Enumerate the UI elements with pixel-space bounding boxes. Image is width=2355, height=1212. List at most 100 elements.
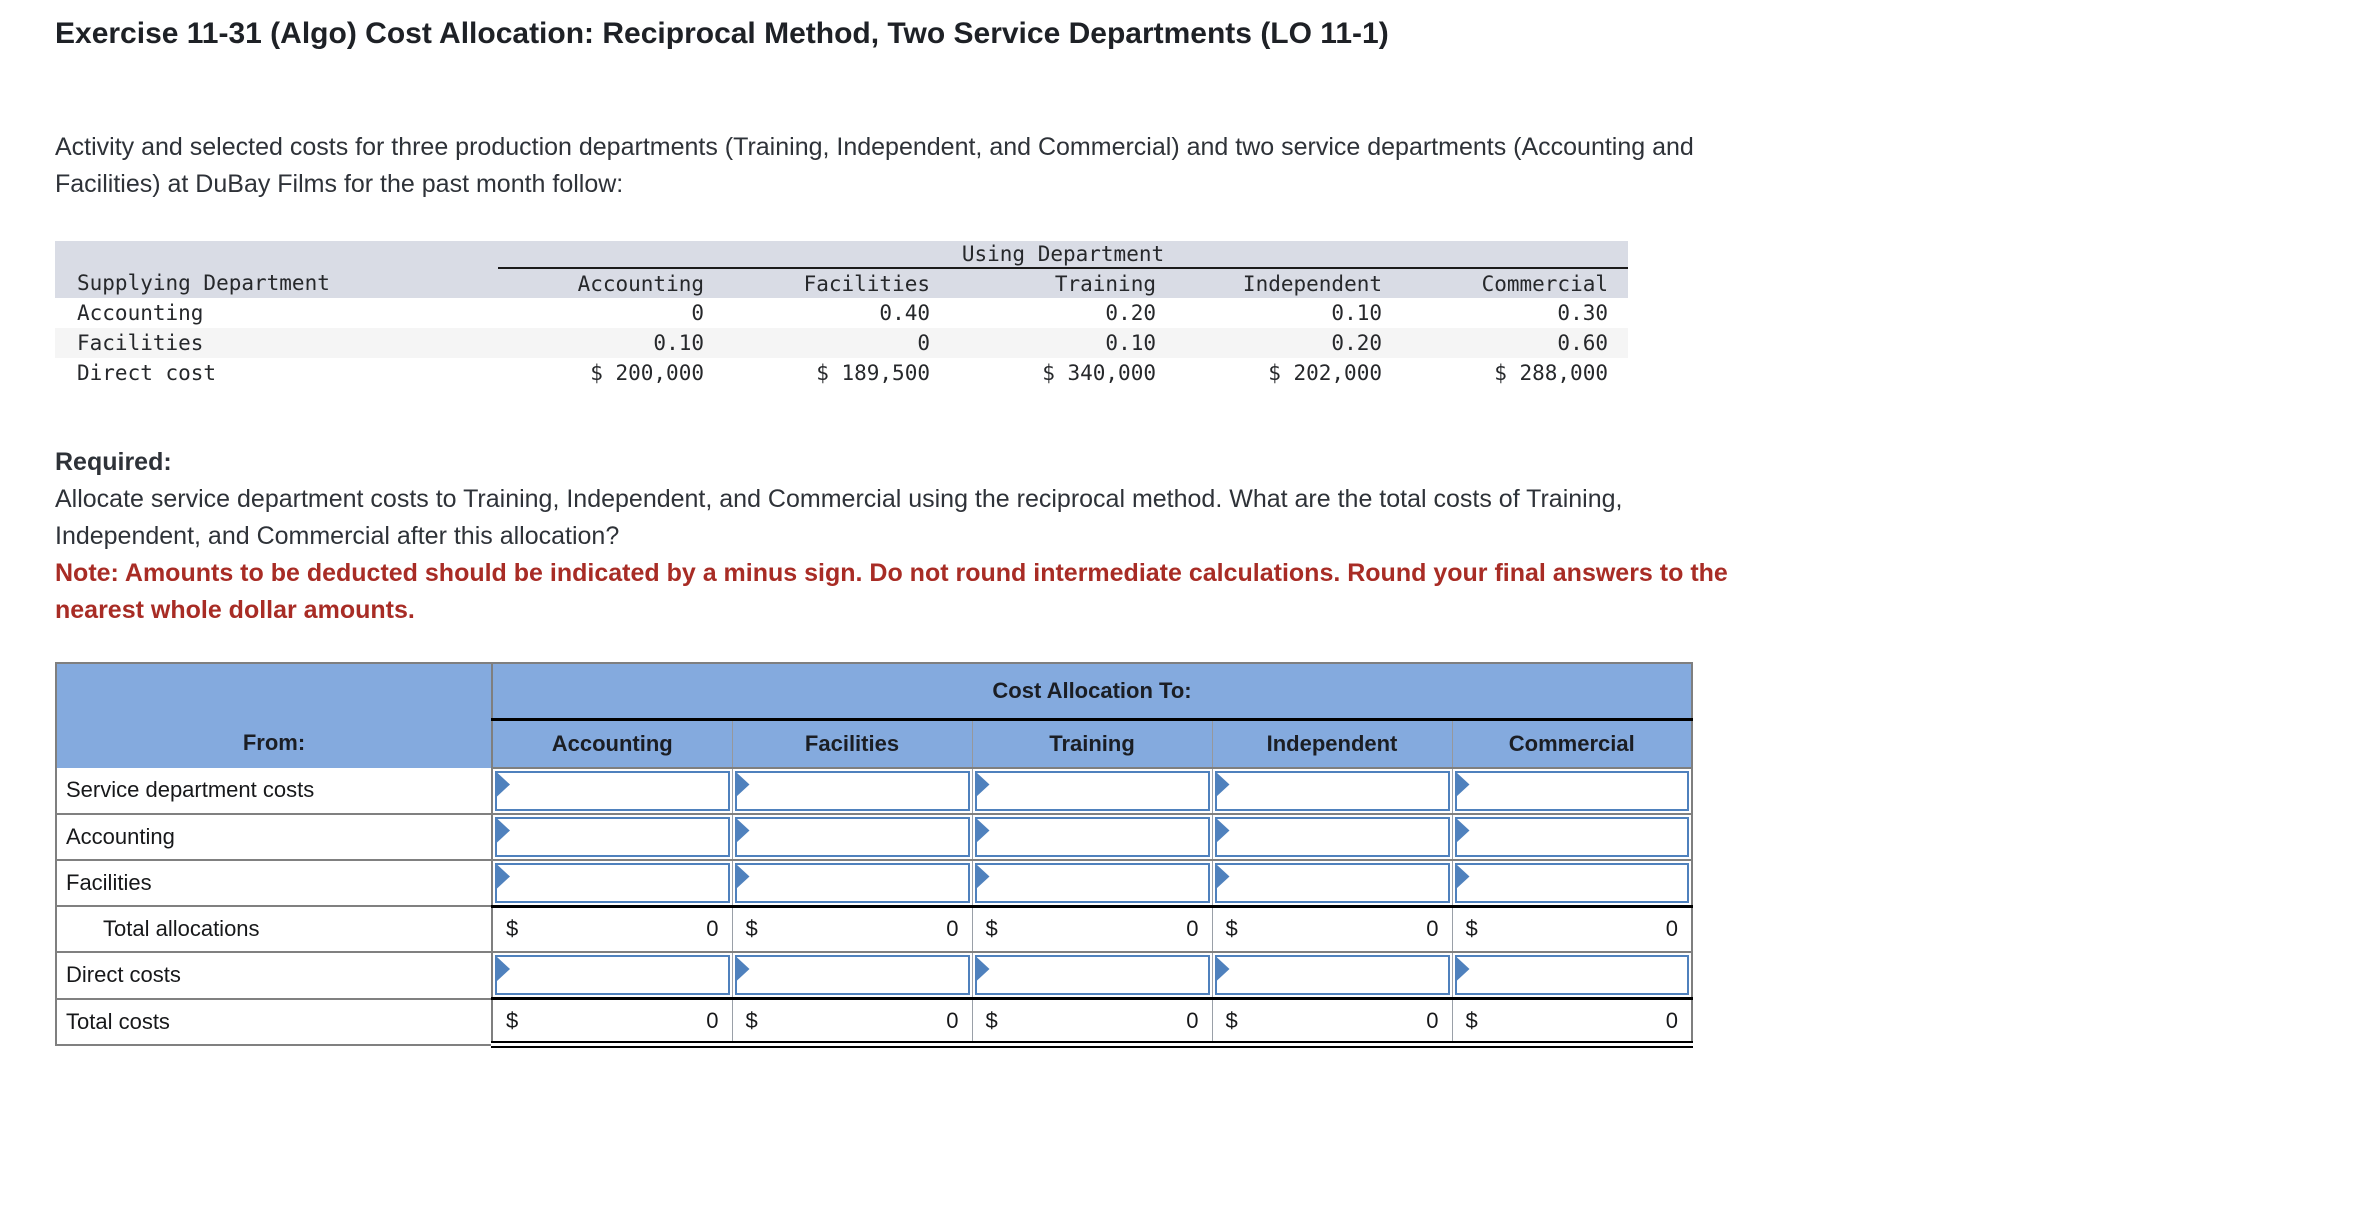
cost-allocation-table: From: Cost Allocation To: Accounting Fac… bbox=[55, 662, 1693, 1048]
allocation-input-cell[interactable] bbox=[1454, 955, 1689, 995]
allocation-input-cell[interactable] bbox=[1214, 770, 1450, 811]
currency-symbol: $ bbox=[985, 1007, 998, 1033]
cell-value: 0.30 bbox=[1557, 301, 1608, 325]
allocation-input-cell[interactable] bbox=[1454, 770, 1689, 811]
cell-flag-icon bbox=[736, 818, 750, 843]
currency-symbol: $ bbox=[1225, 916, 1238, 942]
cell-value: 0.10 bbox=[1331, 301, 1382, 325]
allocation-input-cell[interactable] bbox=[974, 816, 1210, 857]
cell-value: 0.20 bbox=[1331, 331, 1382, 355]
allocation-input-cell[interactable] bbox=[495, 816, 730, 857]
row-label: Total costs bbox=[56, 998, 493, 1046]
currency-symbol: $ bbox=[506, 1007, 519, 1033]
required-question: Allocate service department costs to Tra… bbox=[55, 485, 1623, 550]
allocation-input-cell[interactable] bbox=[734, 770, 970, 811]
source-spanner-row: Using Department bbox=[55, 241, 1628, 269]
column-header-independent: Independent bbox=[1211, 719, 1452, 769]
row-service-department-costs: Service department costs bbox=[56, 767, 1692, 815]
column-header-commercial: Commercial bbox=[1451, 719, 1692, 769]
row-direct-costs: Direct costs bbox=[56, 952, 1692, 1000]
allocation-input-cell[interactable] bbox=[974, 955, 1210, 995]
currency-symbol: $ bbox=[745, 916, 758, 942]
total-value: 0 bbox=[706, 916, 719, 942]
cell-value: $ 340,000 bbox=[1042, 361, 1156, 385]
allocation-input-cell[interactable] bbox=[495, 862, 730, 903]
cell-value: $ 202,000 bbox=[1268, 361, 1382, 385]
allocation-header-row: Accounting Facilities Training Independe… bbox=[56, 719, 1692, 769]
cell-flag-icon bbox=[736, 864, 750, 889]
source-header-row: Supplying Department Accounting Faciliti… bbox=[55, 268, 1628, 298]
cell-value: $ 189,500 bbox=[816, 361, 930, 385]
allocation-input-cell[interactable] bbox=[1454, 816, 1689, 857]
exercise-page: Exercise 11-31 (Algo) Cost Allocation: R… bbox=[55, 17, 1728, 1048]
cost-allocation-to-header: Cost Allocation To: bbox=[492, 663, 1692, 721]
total-value: 0 bbox=[706, 1007, 719, 1033]
cell-flag-icon bbox=[1216, 818, 1230, 843]
total-value: 0 bbox=[1665, 1007, 1678, 1033]
cell-flag-icon bbox=[1216, 864, 1230, 889]
allocation-input-cell[interactable] bbox=[495, 955, 730, 995]
allocation-input-cell[interactable] bbox=[734, 862, 970, 903]
row-label: Facilities bbox=[56, 859, 493, 907]
total-value-cell: $0 bbox=[731, 997, 972, 1048]
row-label: Direct cost bbox=[77, 361, 217, 385]
allocation-input-cell[interactable] bbox=[1214, 955, 1450, 995]
total-value-cell: $0 bbox=[1211, 904, 1452, 953]
cell-value: 0 bbox=[917, 331, 930, 355]
allocation-input-cell[interactable] bbox=[495, 770, 730, 811]
row-label: Total allocations bbox=[56, 906, 493, 953]
row-total-costs: Total costs $0 $0 $0 $0 $0 bbox=[56, 997, 1692, 1048]
row-label: Service department costs bbox=[56, 767, 493, 815]
allocation-input-cell[interactable] bbox=[1214, 862, 1450, 903]
cell-flag-icon bbox=[976, 818, 990, 843]
currency-symbol: $ bbox=[745, 1007, 758, 1033]
cell-flag-icon bbox=[1216, 772, 1230, 797]
cell-flag-icon bbox=[1216, 957, 1230, 981]
using-department-header: Using Department bbox=[498, 241, 1628, 269]
cell-value: 0.10 bbox=[1105, 331, 1156, 355]
total-value-cell: $0 bbox=[1451, 904, 1692, 953]
required-note: Note: Amounts to be deducted should be i… bbox=[55, 559, 1728, 624]
cell-flag-icon bbox=[736, 772, 750, 797]
cell-flag-icon bbox=[976, 957, 990, 981]
source-corner-cell bbox=[55, 241, 498, 268]
currency-symbol: $ bbox=[1225, 1007, 1238, 1033]
allocation-input-cell[interactable] bbox=[974, 770, 1210, 811]
cell-flag-icon bbox=[976, 772, 990, 797]
total-value-cell: $0 bbox=[491, 997, 732, 1048]
cell-flag-icon bbox=[497, 772, 510, 797]
source-data-table: Using Department Supplying Department Ac… bbox=[55, 241, 1628, 388]
cell-value: $ 288,000 bbox=[1494, 361, 1608, 385]
currency-symbol: $ bbox=[1465, 916, 1478, 942]
allocation-input-cell[interactable] bbox=[734, 955, 970, 995]
total-value-cell: $0 bbox=[731, 904, 972, 953]
total-value: 0 bbox=[1186, 1007, 1199, 1033]
allocation-input-cell[interactable] bbox=[974, 862, 1210, 903]
row-total-allocations: Total allocations $0 $0 $0 $0 $0 bbox=[56, 904, 1692, 953]
cell-value: 0.60 bbox=[1557, 331, 1608, 355]
row-accounting: Accounting bbox=[56, 813, 1692, 861]
column-header-accounting: Accounting bbox=[498, 268, 724, 298]
row-label: Facilities bbox=[77, 331, 204, 355]
cell-value: 0.40 bbox=[879, 301, 930, 325]
currency-symbol: $ bbox=[1465, 1007, 1478, 1033]
column-header-supplying-department: Supplying Department bbox=[55, 268, 498, 298]
column-header-accounting: Accounting bbox=[491, 719, 732, 769]
row-label: Direct costs bbox=[56, 952, 493, 1000]
column-header-training: Training bbox=[971, 719, 1212, 769]
total-value: 0 bbox=[1426, 1007, 1439, 1033]
allocation-input-cell[interactable] bbox=[734, 816, 970, 857]
allocation-input-cell[interactable] bbox=[1214, 816, 1450, 857]
total-value: 0 bbox=[1186, 916, 1199, 942]
allocation-input-cell[interactable] bbox=[1454, 862, 1689, 903]
cell-flag-icon bbox=[976, 864, 990, 889]
column-header-commercial: Commercial bbox=[1402, 268, 1628, 298]
source-row-direct-cost: Direct cost $ 200,000 $ 189,500 $ 340,00… bbox=[55, 358, 1628, 388]
column-header-independent: Independent bbox=[1176, 268, 1402, 298]
cell-flag-icon bbox=[736, 957, 750, 981]
cell-flag-icon bbox=[1456, 818, 1470, 843]
currency-symbol: $ bbox=[985, 916, 998, 942]
cell-flag-icon bbox=[497, 957, 510, 981]
cell-flag-icon bbox=[497, 864, 510, 889]
cell-value: 0.10 bbox=[653, 331, 704, 355]
